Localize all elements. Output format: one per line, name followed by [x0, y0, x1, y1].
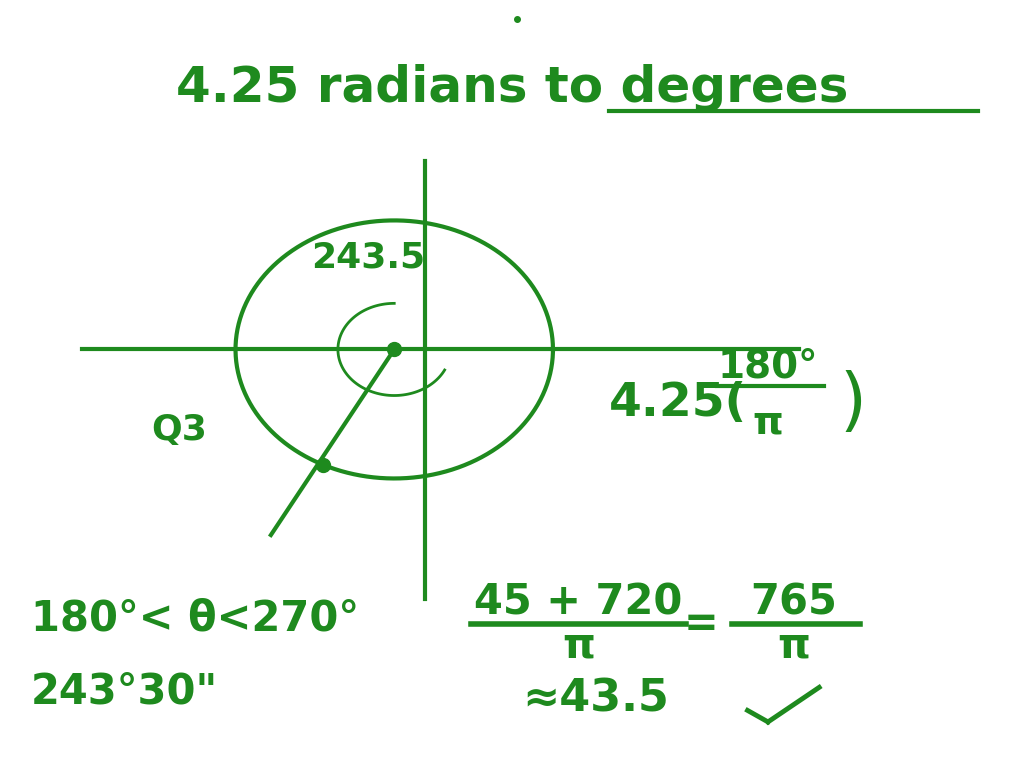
Text: π: π [777, 624, 810, 666]
Text: ≈43.5: ≈43.5 [522, 677, 669, 720]
Text: 243.5: 243.5 [311, 240, 426, 274]
Text: Q3: Q3 [152, 413, 207, 447]
Text: π: π [753, 403, 783, 442]
Text: 180°< θ<270°: 180°< θ<270° [31, 598, 358, 639]
Text: 4.25(: 4.25( [609, 381, 748, 425]
Text: 765: 765 [751, 582, 837, 624]
Text: =: = [684, 603, 719, 644]
Text: 45 + 720: 45 + 720 [474, 582, 683, 624]
Text: 4.25 radians to degrees: 4.25 radians to degrees [176, 65, 848, 112]
Text: 180°: 180° [718, 347, 818, 386]
Text: π: π [562, 624, 595, 666]
Text: ): ) [840, 369, 866, 437]
Text: 243°30": 243°30" [31, 670, 218, 712]
